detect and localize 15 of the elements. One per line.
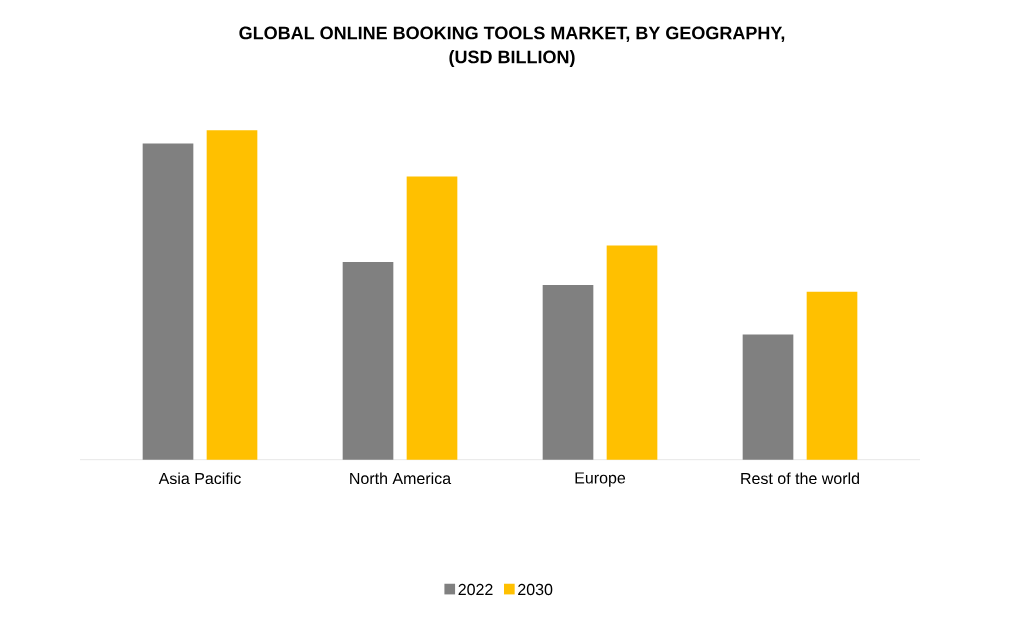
- x-tick-label: Rest of the world: [741, 472, 859, 485]
- legend-label: 2030: [518, 583, 553, 596]
- bar: [606, 245, 658, 460]
- x-tick-label: North America: [350, 472, 452, 485]
- bar: [542, 285, 594, 460]
- bar: [742, 334, 794, 460]
- chart-title: GLOBAL ONLINE BOOKING TOOLS MARKET, BY GEOGRAPHY, (USD BILLION): [239, 26, 785, 67]
- x-tick-label: Europe: [575, 472, 626, 487]
- bar: [406, 176, 458, 460]
- bar: [806, 291, 858, 460]
- bar: [342, 262, 394, 460]
- legend-label: 2022: [458, 583, 493, 596]
- bar: [206, 130, 258, 460]
- x-tick-label: Asia Pacific: [158, 472, 241, 485]
- bar: [142, 143, 194, 460]
